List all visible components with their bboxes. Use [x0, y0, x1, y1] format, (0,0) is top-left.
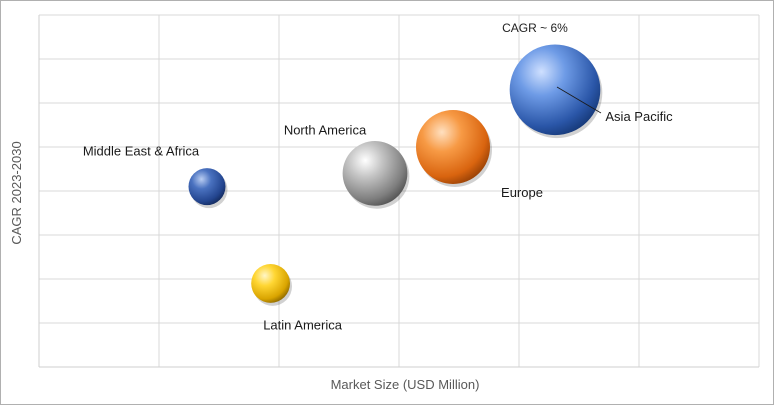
asia-pacific-leader-line	[556, 86, 602, 114]
bubble-label-north-america: North America	[284, 122, 367, 137]
grid	[38, 14, 760, 368]
bubbles	[188, 44, 603, 306]
bubble-label-asia-pacific: Asia Pacific	[605, 109, 673, 124]
x-axis-title: Market Size (USD Million)	[331, 377, 480, 392]
bubble-latin-america	[251, 263, 291, 303]
bubble-europe	[416, 110, 490, 184]
bubble-middle-east-and-africa	[188, 168, 226, 206]
bubble-north-america	[342, 141, 408, 206]
bubble-labels: Middle East & Africa Latin America North A…	[83, 109, 673, 333]
bubble-asia-pacific	[509, 44, 601, 136]
cagr-annotation: CAGR ~ 6%	[502, 21, 568, 35]
bubble-label-europe: Europe	[501, 185, 543, 200]
bubble-label-middle-east-and-africa: Middle East & Africa	[83, 144, 200, 159]
bubble-label-latin-america: Latin America	[263, 317, 343, 332]
y-axis-title: CAGR 2023-2030	[9, 141, 24, 244]
